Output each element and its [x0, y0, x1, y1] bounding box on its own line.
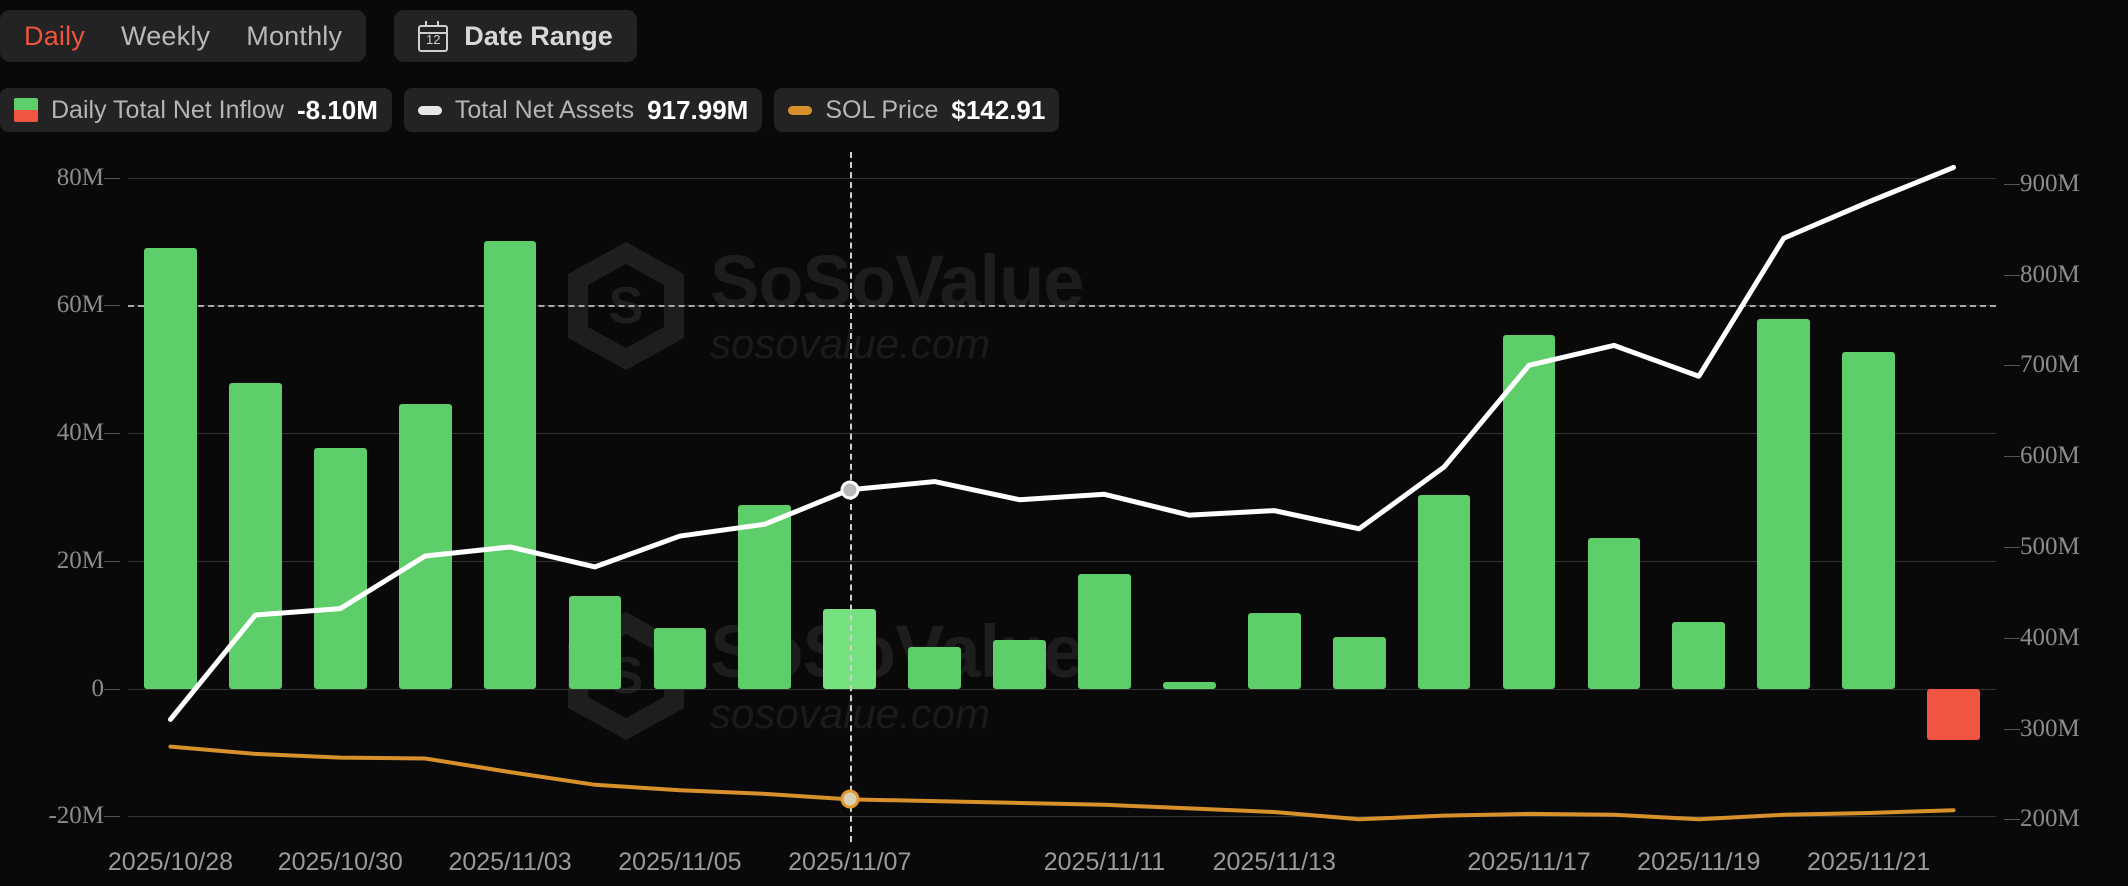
interval-monthly[interactable]: Monthly — [246, 21, 343, 51]
x-tick-label: 2025/11/13 — [1212, 848, 1336, 876]
y-tick-mark — [2004, 274, 2020, 276]
y-tick-mark — [2004, 819, 2020, 821]
bar-2025/11/24[interactable] — [1757, 319, 1811, 689]
y-tick-label: 300M — [2020, 714, 2080, 742]
bar-2025/11/13[interactable] — [1163, 682, 1216, 689]
y-axis-right: 900M 800M 700M 600M 500M 400M 300M 200M — [2004, 152, 2124, 842]
bar-2025/11/10[interactable] — [908, 646, 961, 689]
bar-2025/11/20[interactable] — [1587, 537, 1641, 689]
bar-2025/11/06[interactable] — [738, 504, 792, 689]
y-tick-label: 60M — [56, 291, 104, 319]
bar-2025/11/25[interactable] — [1842, 351, 1895, 689]
y-tick-mark — [104, 305, 120, 307]
legend-item-net-inflow[interactable]: Daily Total Net Inflow -8.10M — [0, 88, 392, 132]
bar-2025/11/04[interactable] — [568, 596, 622, 689]
chart-canvas: 80M 60M 40M 20M 0 -20M 900M 800M 700M 600M 500M 40… — [0, 130, 2128, 886]
line-swatch-icon-white — [417, 105, 442, 115]
legend-label-sol-price: SOL Price — [825, 95, 939, 124]
legend-label-total-net-assets: Total Net Assets — [454, 95, 635, 124]
x-axis: 2025/10/28 2025/10/30 2025/11/03 2025/11/05… — [0, 848, 2128, 886]
bar-2025/10/30[interactable] — [313, 448, 367, 689]
y-tick-mark — [104, 433, 120, 435]
line-sol-price — [168, 744, 1956, 822]
y-tick-label: 80M — [56, 163, 104, 191]
y-tick-label: 200M — [2020, 805, 2080, 833]
y-tick-mark — [104, 560, 120, 562]
bar-2025/10/29[interactable] — [229, 383, 282, 689]
legend-value-net-inflow: -8.10M — [296, 94, 378, 125]
watermark-title: SoSoValue — [710, 240, 1084, 323]
date-range-button[interactable]: 12 Date Range — [394, 10, 637, 62]
legend-label-net-inflow: Daily Total Net Inflow — [51, 95, 284, 124]
plot-area[interactable]: S SoSoValue sosovalue.com S SoSoValue so… — [128, 152, 1996, 842]
x-tick-label: 2025/11/07 — [788, 848, 912, 876]
legend-item-sol-price[interactable]: SOL Price $142.91 — [774, 88, 1060, 132]
interval-weekly[interactable]: Weekly — [121, 21, 211, 51]
legend: Daily Total Net Inflow -8.10M Total Net … — [0, 88, 1060, 132]
watermark-subtitle: sosovalue.com — [710, 320, 991, 367]
calendar-icon-number: 12 — [425, 31, 441, 47]
bar-2025/11/19[interactable] — [1502, 334, 1556, 689]
bar-2025/11/12[interactable] — [1078, 573, 1131, 689]
y-tick-label: 400M — [2020, 623, 2080, 651]
highlight-hline — [128, 305, 1996, 308]
bar-2025/11/26[interactable] — [1927, 688, 1980, 741]
bar-2025/11/03[interactable] — [483, 241, 537, 689]
y-tick-label: 800M — [2020, 260, 2080, 288]
y-tick-mark — [2004, 637, 2020, 639]
x-tick-label: 2025/10/30 — [277, 848, 403, 876]
line-swatch-icon-orange — [788, 105, 813, 115]
x-tick-label: 2025/11/19 — [1637, 848, 1761, 876]
y-tick-label: -20M — [48, 802, 104, 830]
gridline — [128, 816, 1996, 818]
bar-2025/11/05[interactable] — [653, 627, 707, 689]
y-tick-mark — [2004, 728, 2020, 730]
crosshair-marker-total-net-assets — [840, 480, 860, 500]
y-tick-mark — [104, 816, 120, 818]
y-tick-mark — [104, 177, 120, 179]
watermark-subtitle-2: sosovalue.com — [710, 690, 991, 737]
bar-2025/10/31[interactable] — [398, 404, 452, 689]
interval-daily[interactable]: Daily — [24, 21, 86, 51]
legend-value-total-net-assets: 917.99M — [647, 94, 749, 125]
date-range-label: Date Range — [464, 20, 613, 51]
calendar-icon: 12 — [418, 20, 449, 52]
split-green-red-swatch-icon — [14, 98, 38, 122]
y-axis-left: 80M 60M 40M 20M 0 -20M — [0, 152, 120, 842]
bar-2025/11/14[interactable] — [1247, 613, 1301, 689]
legend-item-total-net-assets[interactable]: Total Net Assets 917.99M — [403, 88, 763, 132]
y-tick-mark — [2004, 456, 2020, 458]
y-tick-label: 40M — [56, 419, 104, 447]
y-tick-mark — [2004, 365, 2020, 367]
crosshair-marker-sol-price — [840, 789, 860, 809]
gridline — [128, 177, 1996, 179]
x-tick-label: 2025/11/21 — [1806, 848, 1931, 876]
x-tick-label: 2025/11/05 — [618, 848, 742, 876]
toolbar: Daily Weekly Monthly 12 Date Range — [0, 10, 637, 62]
gridline — [128, 688, 1996, 690]
y-tick-label: 700M — [2020, 351, 2080, 379]
x-tick-label: 2025/11/17 — [1467, 848, 1591, 876]
x-tick-label: 2025/11/11 — [1043, 848, 1166, 876]
bar-2025/11/11[interactable] — [993, 640, 1046, 689]
y-tick-mark — [2004, 183, 2020, 185]
y-tick-label: 900M — [2020, 169, 2080, 197]
y-tick-label: 500M — [2020, 532, 2080, 560]
bar-2025/11/21[interactable] — [1672, 622, 1726, 689]
y-tick-label: 600M — [2020, 442, 2080, 470]
y-tick-mark — [104, 688, 120, 690]
legend-value-sol-price: $142.91 — [951, 94, 1046, 125]
bar-2025/10/28[interactable] — [144, 247, 197, 689]
x-tick-label: 2025/11/03 — [448, 848, 572, 876]
interval-selector[interactable]: Daily Weekly Monthly — [0, 10, 367, 62]
y-tick-label: 20M — [56, 546, 104, 574]
x-tick-label: 2025/10/28 — [107, 848, 234, 876]
bar-2025/11/18[interactable] — [1417, 495, 1471, 689]
bar-2025/11/17[interactable] — [1332, 636, 1386, 689]
y-tick-mark — [2004, 546, 2020, 548]
y-tick-label: 0 — [91, 674, 105, 702]
